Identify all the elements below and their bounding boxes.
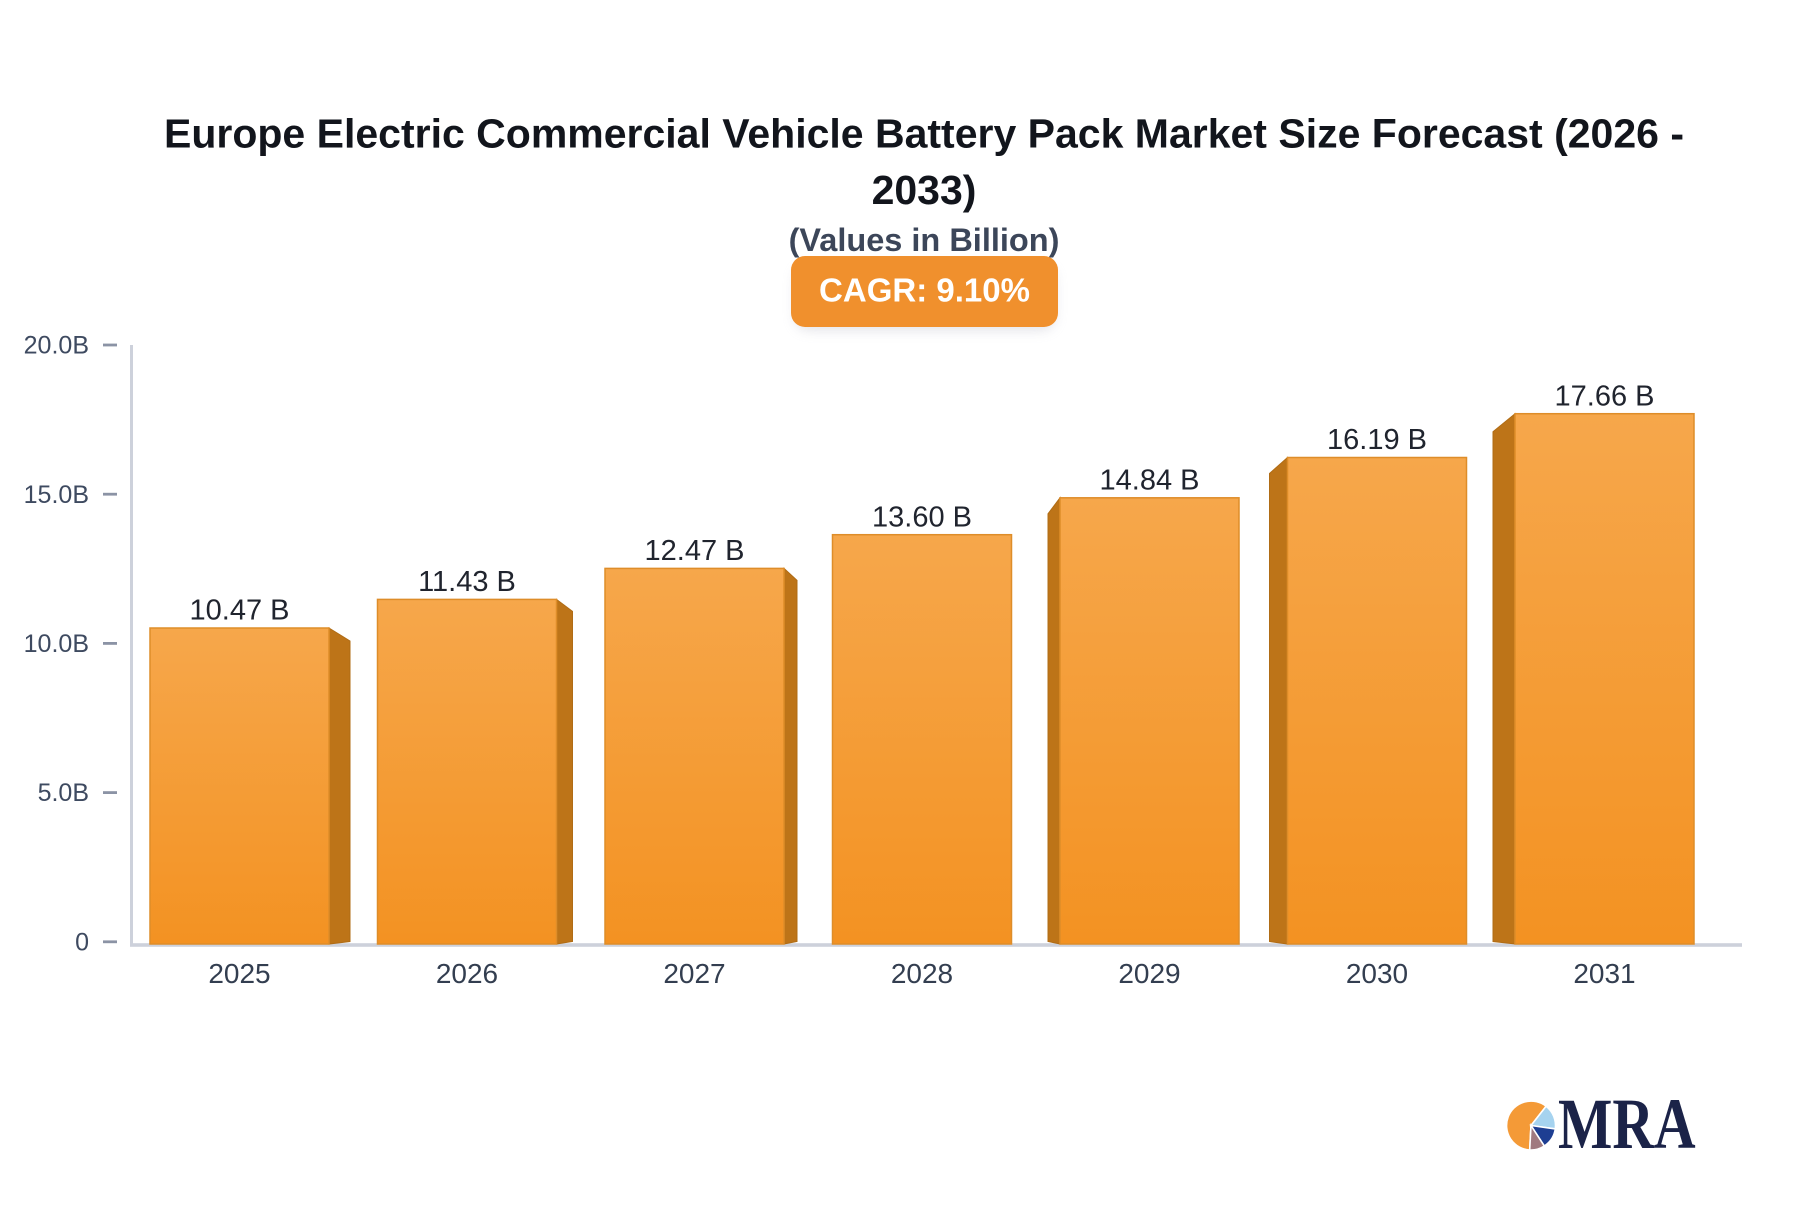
svg-text:17.66 B: 17.66 B <box>1555 380 1655 412</box>
svg-text:2033): 2033) <box>872 167 977 213</box>
svg-text:2028: 2028 <box>891 958 953 989</box>
svg-text:14.84 B: 14.84 B <box>1100 464 1200 496</box>
svg-text:10.47 B: 10.47 B <box>190 595 290 627</box>
svg-text:2026: 2026 <box>436 958 498 989</box>
svg-text:2027: 2027 <box>663 958 725 989</box>
svg-text:5.0B: 5.0B <box>38 779 89 807</box>
svg-text:13.60 B: 13.60 B <box>872 501 972 533</box>
svg-text:0: 0 <box>75 928 89 956</box>
svg-text:16.19 B: 16.19 B <box>1327 424 1427 456</box>
svg-text:Europe Electric Commercial Veh: Europe Electric Commercial Vehicle Batte… <box>164 111 1684 157</box>
svg-text:2030: 2030 <box>1346 958 1408 989</box>
svg-text:10.0B: 10.0B <box>24 630 89 658</box>
svg-text:(Values in Billion): (Values in Billion) <box>789 222 1060 258</box>
svg-text:15.0B: 15.0B <box>24 481 89 509</box>
svg-text:MRA: MRA <box>1558 1085 1696 1165</box>
svg-text:20.0B: 20.0B <box>24 332 89 360</box>
svg-text:2029: 2029 <box>1118 958 1180 989</box>
svg-text:12.47 B: 12.47 B <box>645 535 745 567</box>
svg-text:2025: 2025 <box>208 958 270 989</box>
svg-text:CAGR: 9.10%: CAGR: 9.10% <box>819 272 1030 309</box>
svg-text:11.43 B: 11.43 B <box>418 566 516 598</box>
svg-text:2031: 2031 <box>1573 958 1635 989</box>
